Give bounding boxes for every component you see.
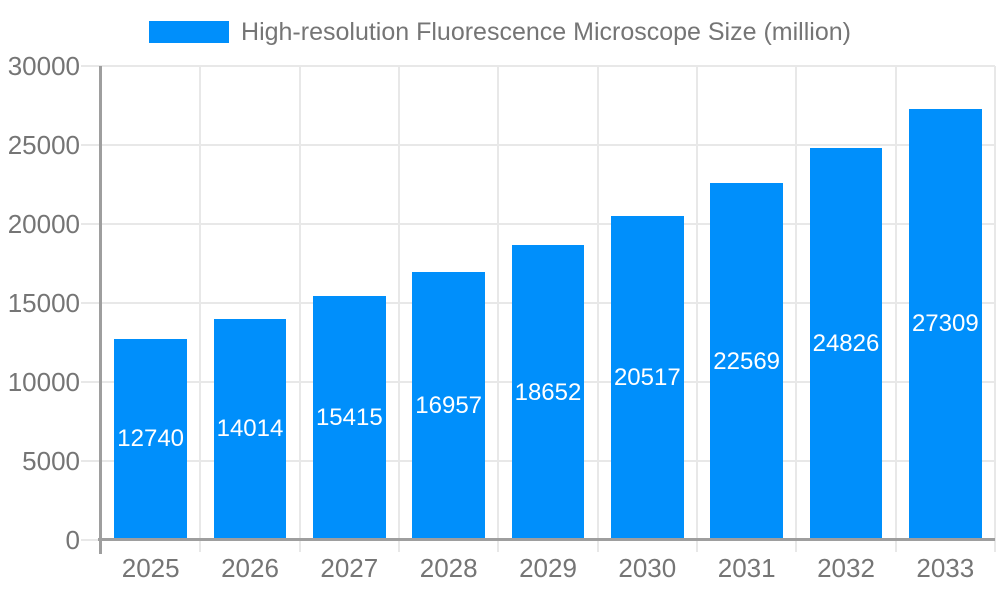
chart-legend[interactable]: High-resolution Fluorescence Microscope … (0, 17, 1000, 47)
x-axis-label-2031: 2031 (717, 553, 776, 583)
x-gridline (199, 66, 202, 552)
bar-value-label: 22569 (713, 347, 781, 375)
bar-2030: 20517 (611, 215, 684, 540)
y-axis-label: 10000 (7, 367, 80, 397)
bar-value-label: 16957 (415, 392, 483, 420)
x-gridline (894, 66, 897, 552)
x-axis-label-2028: 2028 (419, 553, 478, 583)
x-axis-label-2032: 2032 (817, 553, 875, 583)
x-gridline (398, 66, 400, 552)
bar-2025: 12740 (114, 338, 187, 540)
y-axis-label: 0 (65, 525, 80, 555)
x-gridline (497, 66, 500, 552)
x-axis-label-2025: 2025 (121, 553, 180, 583)
bar-2028: 16957 (412, 272, 485, 540)
y-axis-label: 20000 (7, 209, 80, 239)
x-gridline (696, 66, 698, 552)
bar-value-label: 20517 (613, 363, 681, 391)
x-axis-label-2026: 2026 (221, 553, 279, 583)
x-gridline (298, 66, 301, 552)
plot-area: 0 5000 10000 15000 20000 25000 30000 12740 2025 1… (8, 53, 996, 582)
x-axis-label-2033: 2033 (916, 553, 975, 583)
x-axis-label-2027: 2027 (320, 553, 379, 583)
y-axis-label: 30000 (7, 51, 80, 81)
y-gridline (81, 144, 995, 146)
bar-value-label: 14014 (216, 415, 284, 443)
bar-2027: 15415 (313, 296, 386, 540)
bar-value-label: 24826 (812, 329, 880, 357)
x-axis-label-2029: 2029 (519, 553, 577, 583)
bar-2026: 14014 (213, 318, 287, 540)
y-axis-label: 15000 (7, 288, 80, 318)
bar-value-label: 15415 (315, 404, 383, 432)
bar-2029: 18652 (511, 245, 585, 540)
x-axis-label-2030: 2030 (618, 553, 677, 583)
bar-value-label: 18652 (514, 378, 582, 406)
y-axis-line (99, 66, 102, 554)
x-gridline (795, 66, 798, 552)
y-axis-label: 25000 (7, 130, 80, 160)
bar-value-label: 12740 (117, 425, 185, 453)
bar-2033: 27309 (909, 108, 982, 540)
y-gridline (81, 223, 995, 225)
bar-2031: 22569 (710, 183, 783, 540)
x-axis-line (98, 538, 995, 541)
legend-color-swatch (149, 21, 230, 43)
x-gridline (994, 66, 996, 552)
y-axis-label: 5000 (22, 446, 80, 476)
x-gridline (596, 66, 599, 552)
y-gridline (81, 65, 995, 67)
bar-value-label: 27309 (911, 310, 979, 338)
legend-series-label: High-resolution Fluorescence Microscope … (241, 18, 851, 46)
bar-2032: 24826 (809, 147, 883, 540)
